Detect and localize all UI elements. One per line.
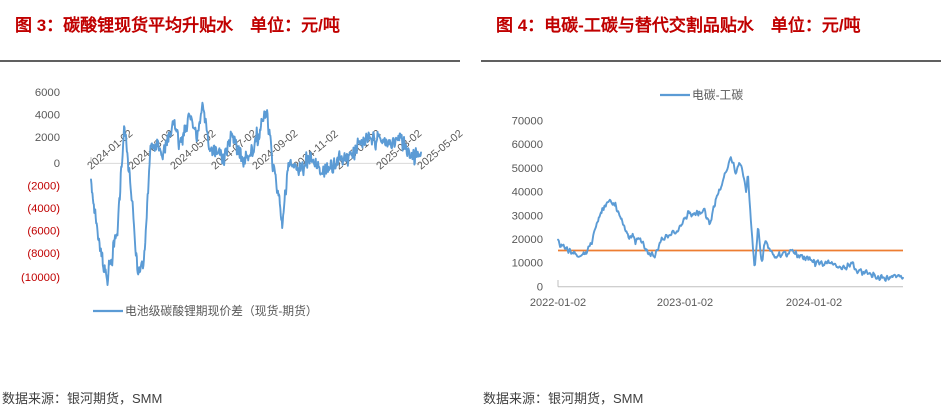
svg-text:2024-09-02: 2024-09-02 bbox=[250, 128, 300, 173]
svg-text:2000: 2000 bbox=[35, 132, 60, 144]
svg-text:2024-01-02: 2024-01-02 bbox=[786, 297, 842, 309]
svg-text:10000: 10000 bbox=[512, 258, 543, 270]
svg-text:(8000): (8000) bbox=[27, 248, 60, 260]
svg-text:2025-05-02: 2025-05-02 bbox=[415, 128, 465, 173]
svg-text:6000: 6000 bbox=[35, 87, 60, 99]
svg-text:70000: 70000 bbox=[512, 116, 543, 128]
svg-text:2025-01-02: 2025-01-02 bbox=[333, 128, 383, 173]
svg-text:电池级碳酸锂期现价差（现货-期货）: 电池级碳酸锂期现价差（现货-期货） bbox=[125, 304, 318, 318]
svg-text:2025-03-02: 2025-03-02 bbox=[374, 128, 424, 173]
svg-text:4000: 4000 bbox=[35, 110, 60, 122]
svg-text:2024-03-02: 2024-03-02 bbox=[126, 128, 176, 173]
svg-text:0: 0 bbox=[54, 158, 60, 170]
svg-text:20000: 20000 bbox=[512, 234, 543, 246]
svg-text:40000: 40000 bbox=[512, 187, 543, 199]
svg-text:(6000): (6000) bbox=[27, 226, 60, 238]
svg-text:2023-01-02: 2023-01-02 bbox=[657, 297, 713, 309]
svg-text:30000: 30000 bbox=[512, 210, 543, 222]
svg-text:(2000): (2000) bbox=[27, 181, 60, 193]
svg-text:2024-05-02: 2024-05-02 bbox=[168, 128, 218, 173]
svg-text:0: 0 bbox=[537, 281, 543, 293]
svg-text:(4000): (4000) bbox=[27, 203, 60, 215]
svg-text:60000: 60000 bbox=[512, 139, 543, 151]
svg-text:2024-07-02: 2024-07-02 bbox=[209, 128, 259, 173]
svg-text:2022-01-02: 2022-01-02 bbox=[530, 297, 586, 309]
svg-text:电碳-工碳: 电碳-工碳 bbox=[692, 88, 743, 102]
svg-text:(10000): (10000) bbox=[21, 272, 60, 284]
svg-text:50000: 50000 bbox=[512, 163, 543, 175]
svg-text:2024-11-02: 2024-11-02 bbox=[291, 128, 340, 172]
svg-text:2024-01-02: 2024-01-02 bbox=[85, 128, 135, 173]
